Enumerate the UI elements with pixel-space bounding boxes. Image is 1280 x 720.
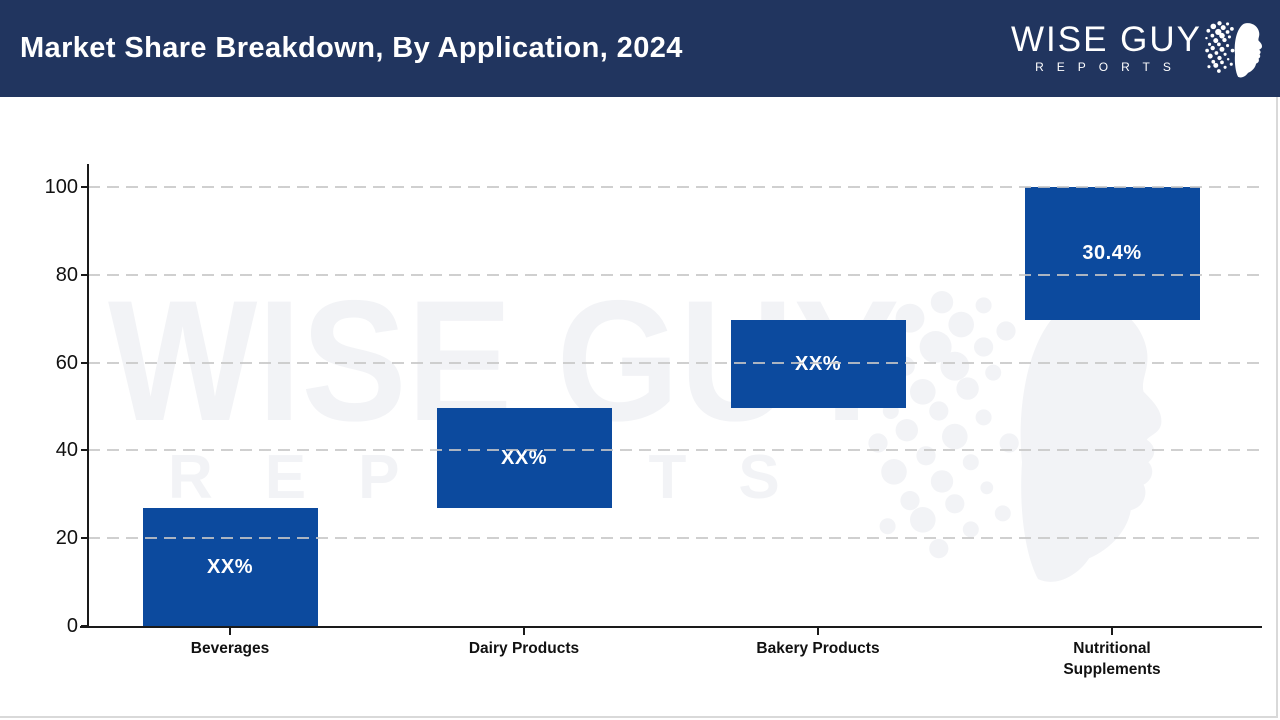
y-tick-mark-40 xyxy=(81,449,88,452)
bar-value-label: XX% xyxy=(207,555,253,578)
watermark-head-profile-icon xyxy=(868,291,1162,582)
y-tick-mark-20 xyxy=(81,537,88,540)
bar-nutritional-supplements: 30.4% xyxy=(1024,187,1200,321)
bar-beverages: XX% xyxy=(142,508,318,626)
y-tick-label-80: 80 xyxy=(55,263,78,286)
y-tick-mark-100 xyxy=(81,186,88,188)
plot-canvas: XX% XX% XX% 30.4% 0 20 40 60 80 100 Beverages Dairy… xyxy=(0,97,1276,716)
x-category-label-nutritional-supplements: Nutritional Supplements xyxy=(1063,640,1161,678)
gridline-80 xyxy=(88,273,1262,276)
bar-bakery-products: XX% xyxy=(730,320,906,409)
brand-subtitle: REPORTS xyxy=(1035,60,1184,74)
y-tick-label-100: 100 xyxy=(44,176,78,198)
x-tick-mark-beverages xyxy=(229,628,231,635)
x-tick-mark-bakery-products xyxy=(817,628,819,635)
y-tick-label-20: 20 xyxy=(55,527,78,550)
x-tick-mark-dairy-products xyxy=(523,628,525,635)
y-axis xyxy=(87,164,89,628)
gridline-100 xyxy=(88,186,1262,188)
y-tick-label-40: 40 xyxy=(55,439,78,462)
header: Market Share Breakdown, By Application, … xyxy=(0,0,1280,97)
page-title: Market Share Breakdown, By Application, … xyxy=(20,32,683,64)
y-tick-mark-60 xyxy=(81,361,88,364)
y-tick-mark-80 xyxy=(81,273,88,276)
gridline-20 xyxy=(88,537,1262,540)
x-category-label-dairy-products: Dairy Products xyxy=(468,640,580,657)
bar-value-label: XX% xyxy=(501,446,547,469)
x-category-label-bakery-products: Bakery Products xyxy=(756,640,880,657)
y-tick-label-0: 0 xyxy=(66,615,78,637)
x-axis xyxy=(80,626,1262,628)
gridline-40 xyxy=(88,449,1262,452)
chart-area: WISE GUY REPORTS XX%XX%XX%30.4%020406080… xyxy=(0,97,1278,718)
bar-value-label: 30.4% xyxy=(1082,242,1142,265)
brand-name: WISE GUY xyxy=(1010,20,1202,59)
bar-value-label: XX% xyxy=(795,352,841,375)
y-tick-label-60: 60 xyxy=(55,351,78,374)
brand-logo: WISE GUY REPORTS xyxy=(1011,9,1266,89)
x-tick-mark-nutritional-supplements xyxy=(1111,628,1113,635)
gridline-60 xyxy=(88,361,1262,364)
bar-dairy-products: XX% xyxy=(436,408,612,509)
brand-logo-text: WISE GUY REPORTS xyxy=(1010,20,1202,74)
x-category-label-beverages: Beverages xyxy=(190,640,270,657)
head-profile-icon xyxy=(1205,20,1263,77)
